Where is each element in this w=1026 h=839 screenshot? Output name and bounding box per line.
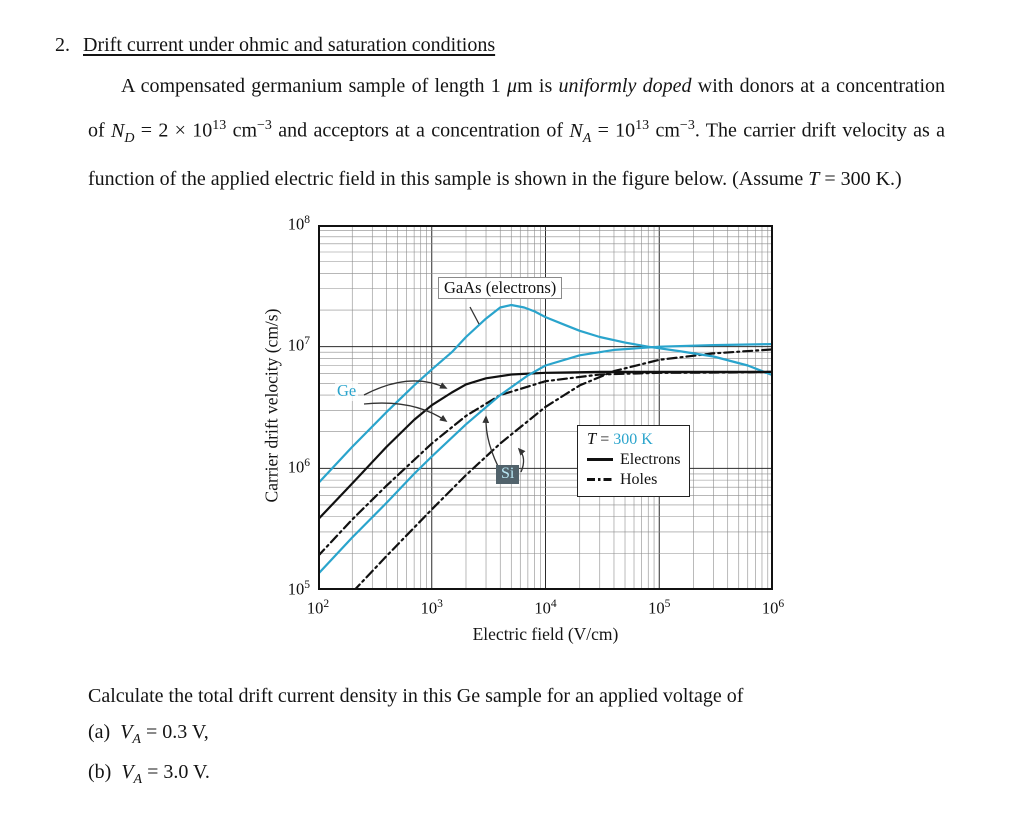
x-tick-10e4: 104 — [534, 597, 557, 618]
chart-legend: T = 300 K Electrons Holes — [577, 424, 691, 497]
velocity-field-figure: Carrier drift velocity (cm/s) Electric f… — [240, 213, 880, 655]
x-tick-10e6: 106 — [761, 597, 785, 618]
legend-title: T = 300 K — [587, 429, 680, 450]
gaas-callout-line — [469, 306, 480, 324]
legend-temperature-symbol: T — [587, 428, 597, 448]
data-series — [318, 303, 773, 590]
problem-number: 2. — [55, 34, 70, 56]
y-tick-10e6: 106 — [287, 456, 310, 477]
y-tick-10e8: 108 — [287, 213, 310, 234]
legend-label-electrons: Electrons — [620, 450, 681, 468]
problem-heading: 2. Drift current under ohmic and saturati… — [55, 34, 1026, 57]
callout-arrows — [363, 306, 526, 474]
x-tick-10e3: 103 — [420, 597, 443, 618]
legend-label-holes: Holes — [620, 470, 658, 488]
series-gaas-electrons — [318, 303, 773, 485]
legend-temperature-value: 300 K — [613, 430, 653, 448]
legend-entry-electrons: Electrons — [587, 450, 680, 470]
dashed-line-sample — [587, 478, 613, 481]
x-tick-10e5: 105 — [648, 597, 671, 618]
si-holes-arrow — [517, 447, 526, 472]
y-tick-10e5: 105 — [287, 578, 310, 599]
series-ge-electrons — [318, 370, 773, 521]
ge-electrons-arrow — [363, 379, 448, 396]
annotation-ge: Ge — [335, 380, 359, 401]
part-b: (b) VA = 3.0 V. — [88, 760, 210, 787]
ge-holes-arrow — [363, 402, 448, 422]
annotation-si: Si — [496, 464, 520, 484]
problem-title: Drift current under ohmic and saturation… — [83, 34, 496, 56]
closing-statement: Calculate the total drift current densit… — [88, 684, 744, 707]
annotation-gaas-electrons: GaAs (electrons) — [438, 276, 563, 299]
y-tick-10e7: 107 — [287, 335, 310, 355]
series-ge-holes — [318, 370, 773, 557]
problem-statement: A compensated germanium sample of length… — [88, 75, 946, 190]
series-si-holes — [353, 347, 773, 590]
solid-line-sample — [587, 458, 613, 461]
legend-equals: = — [596, 430, 614, 448]
part-a: (a) VA = 0.3 V, — [88, 720, 209, 747]
y-axis-label: Carrier drift velocity (cm/s) — [261, 308, 282, 503]
legend-entry-holes: Holes — [587, 470, 680, 490]
plot-frame — [318, 224, 773, 590]
series-si-electrons — [318, 342, 773, 575]
x-axis-label: Electric field (V/cm) — [472, 623, 619, 644]
grid-lines — [318, 224, 773, 590]
x-tick-10e2: 102 — [306, 597, 330, 618]
